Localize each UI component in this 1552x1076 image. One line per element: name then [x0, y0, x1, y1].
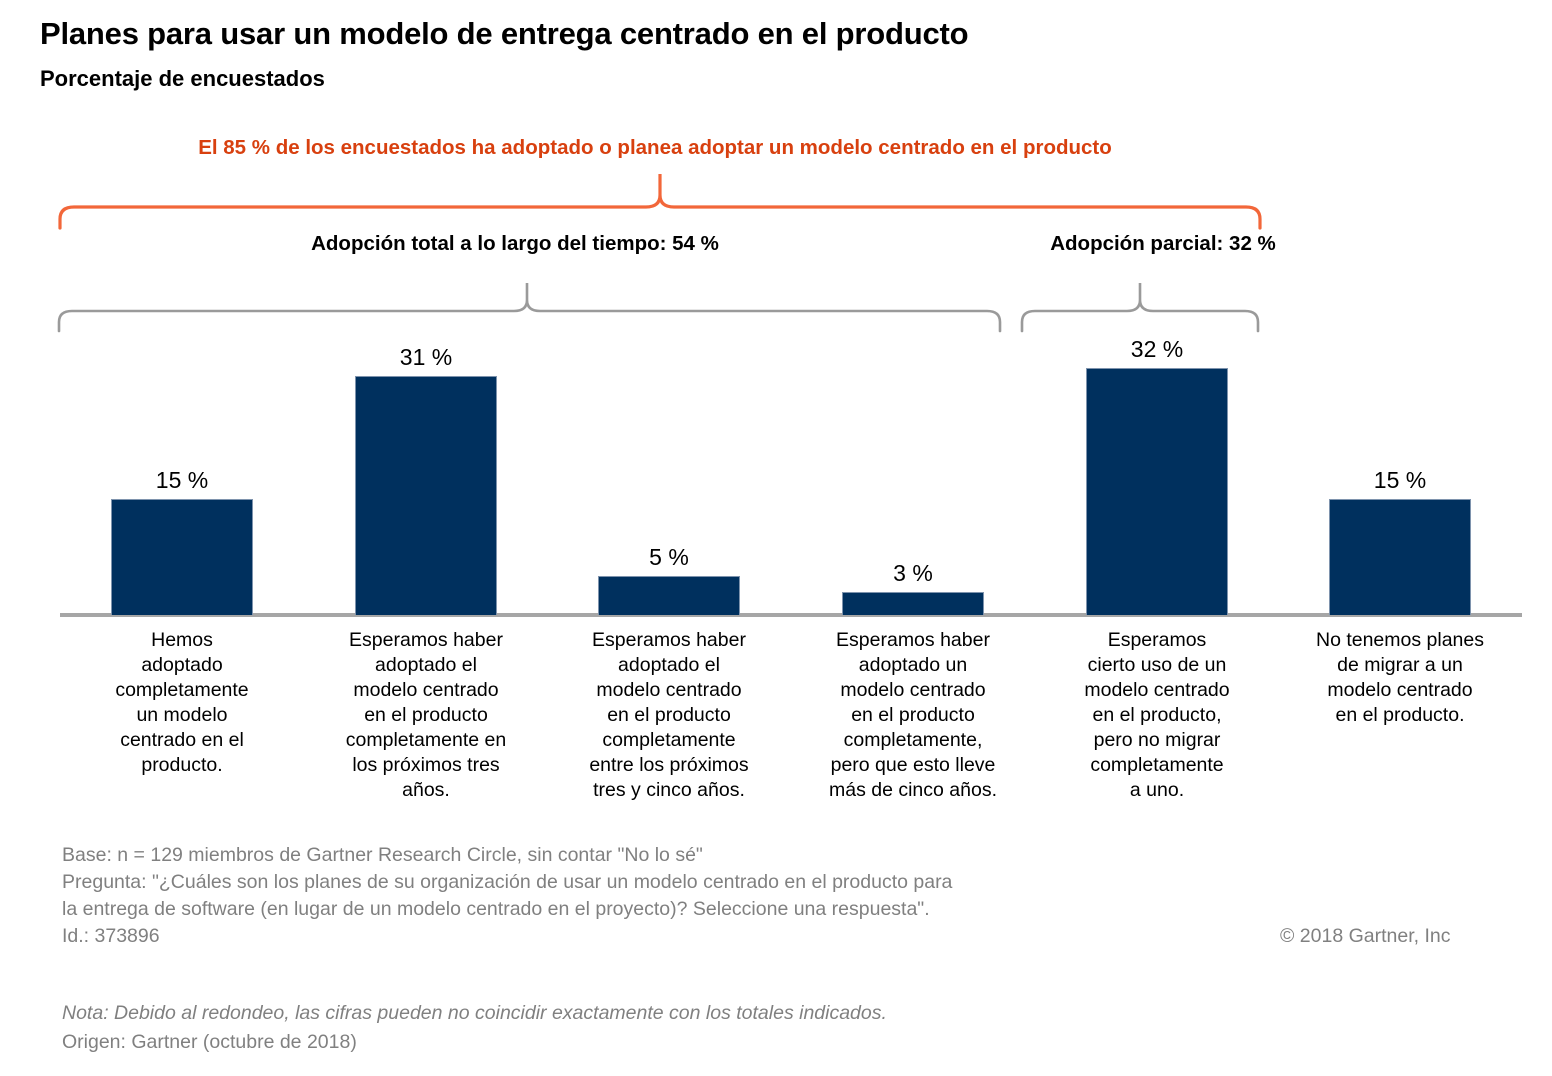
category-label-line: Esperamos [1107, 629, 1207, 651]
category-label-line: adoptado el [618, 654, 720, 676]
category-label-line: entre los próximos [589, 754, 749, 776]
category-labels: Hemos adoptado completamente un modelo centr… [60, 628, 1522, 833]
category-label-line: pero no migrar [1093, 729, 1221, 751]
category-label-line: producto. [141, 754, 223, 776]
bar-column[interactable]: 15 % [1280, 345, 1520, 615]
footnote-note: Nota: Debido al redondeo, las cifras pue… [62, 1002, 887, 1024]
group-label-adopcion-total: Adopción total a lo largo del tiempo: 54… [311, 232, 719, 255]
category-label-line: de migrar a un [1337, 654, 1463, 676]
bar[interactable] [1329, 499, 1471, 615]
category-label-line: modelo centrado [596, 679, 742, 701]
copyright-notice: © 2018 Gartner, Inc [1280, 925, 1451, 947]
footnote-origin: Origen: Gartner (octubre de 2018) [62, 1031, 357, 1053]
page-title: Planes para usar un modelo de entrega ce… [40, 16, 969, 51]
category-label-line: adoptado el [375, 654, 477, 676]
bar-column[interactable]: 15 % [62, 345, 302, 615]
category-label-line: completamente [115, 679, 249, 701]
category-label-line: en el producto. [1335, 704, 1465, 726]
bar-value-label: 3 % [893, 560, 933, 586]
category-label-line: años. [402, 779, 450, 801]
category-label-line: cierto uso de un [1087, 654, 1227, 676]
category-label: Esperamos haber adoptado el modelo centrad… [306, 628, 546, 803]
bar[interactable] [1086, 368, 1228, 615]
category-label-line: modelo centrado [1084, 679, 1230, 701]
category-label-line: más de cinco años. [828, 779, 997, 801]
category-label-line: adoptado [141, 654, 223, 676]
category-label: Hemos adoptado completamente un modelo centr… [62, 628, 302, 778]
group-label-adopcion-parcial: Adopción parcial: 32 % [1050, 232, 1276, 255]
category-label-line: en el producto, [1092, 704, 1222, 726]
bar-column[interactable]: 3 % [793, 345, 1033, 615]
category-label-line: modelo centrado [353, 679, 499, 701]
plot-area: 15 % 31 % 5 % 3 % 32 % 15 % [60, 336, 1520, 615]
bar-column[interactable]: 32 % [1037, 336, 1277, 615]
category-label-line: modelo centrado [840, 679, 986, 701]
category-label-line: adoptado un [858, 654, 968, 676]
category-label-line: en el producto [607, 704, 731, 726]
category-label-line: Esperamos haber [836, 629, 990, 651]
gray-brace-right [1020, 283, 1260, 333]
category-label-line: completamente [1090, 754, 1224, 776]
category-label-line: completamente, [843, 729, 983, 751]
bar[interactable] [598, 576, 740, 615]
category-label: Esperamos haber adoptado el modelo centrad… [549, 628, 789, 803]
category-label-line: a uno. [1129, 779, 1185, 801]
category-label: No tenemos planes de migrar a un modelo ce… [1280, 628, 1520, 728]
bar-column[interactable]: 31 % [306, 344, 546, 615]
category-label: Esperamos cierto uso de un modelo centrado… [1037, 628, 1277, 803]
footnote-id: Id.: 373896 [62, 925, 160, 947]
category-label-line: centrado en el [120, 729, 244, 751]
bar-value-label: 5 % [649, 544, 689, 570]
category-label-line: Esperamos haber [349, 629, 503, 651]
bar[interactable] [111, 499, 253, 615]
footnote-question-2: la entrega de software (en lugar de un m… [62, 898, 930, 920]
bar-value-label: 31 % [399, 344, 453, 370]
footnote-question-1: Pregunta: "¿Cuáles son los planes de su … [62, 871, 953, 893]
x-axis-line [60, 613, 1522, 617]
bar-value-label: 15 % [155, 467, 209, 493]
category-label: Esperamos haber adoptado un modelo centrad… [793, 628, 1033, 803]
category-label-line: Hemos [151, 629, 213, 651]
bar-value-label: 15 % [1373, 467, 1427, 493]
page-subtitle: Porcentaje de encuestados [40, 66, 325, 91]
category-label-line: tres y cinco años. [593, 779, 745, 801]
bar-column[interactable]: 5 % [549, 345, 789, 615]
category-label-line: en el producto [851, 704, 975, 726]
category-label-line: un modelo [136, 704, 228, 726]
callout-annotation: El 85 % de los encuestados ha adoptado o… [198, 136, 1112, 159]
category-label-line: en el producto [364, 704, 488, 726]
category-label-line: completamente en [345, 729, 507, 751]
bar-value-label: 32 % [1130, 336, 1184, 362]
orange-brace [58, 174, 1262, 230]
gray-brace-left [57, 283, 1002, 333]
category-label-line: pero que esto lleve [830, 754, 996, 776]
category-label-line: los próximos tres [352, 754, 500, 776]
category-label-line: No tenemos planes [1315, 629, 1485, 651]
bar[interactable] [355, 376, 497, 615]
category-label-line: completamente [602, 729, 736, 751]
category-label-line: Esperamos haber [592, 629, 746, 651]
bar[interactable] [842, 592, 984, 615]
footnote-base: Base: n = 129 miembros de Gartner Resear… [62, 844, 703, 866]
category-label-line: modelo centrado [1327, 679, 1473, 701]
